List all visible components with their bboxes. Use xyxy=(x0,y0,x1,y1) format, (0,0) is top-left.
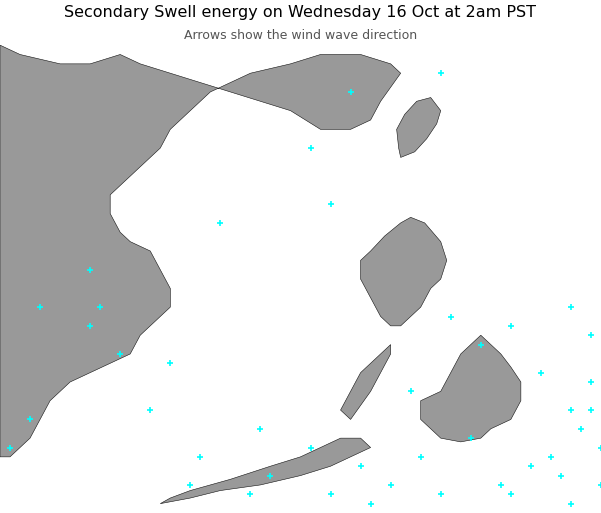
Polygon shape xyxy=(0,45,401,457)
Text: Secondary Swell energy on Wednesday 16 Oct at 2am PST: Secondary Swell energy on Wednesday 16 O… xyxy=(64,5,537,20)
Polygon shape xyxy=(160,438,371,504)
Text: Arrows show the wind wave direction: Arrows show the wind wave direction xyxy=(184,29,417,42)
Polygon shape xyxy=(421,335,521,442)
Polygon shape xyxy=(361,218,447,326)
Polygon shape xyxy=(341,345,391,420)
Polygon shape xyxy=(397,97,441,157)
